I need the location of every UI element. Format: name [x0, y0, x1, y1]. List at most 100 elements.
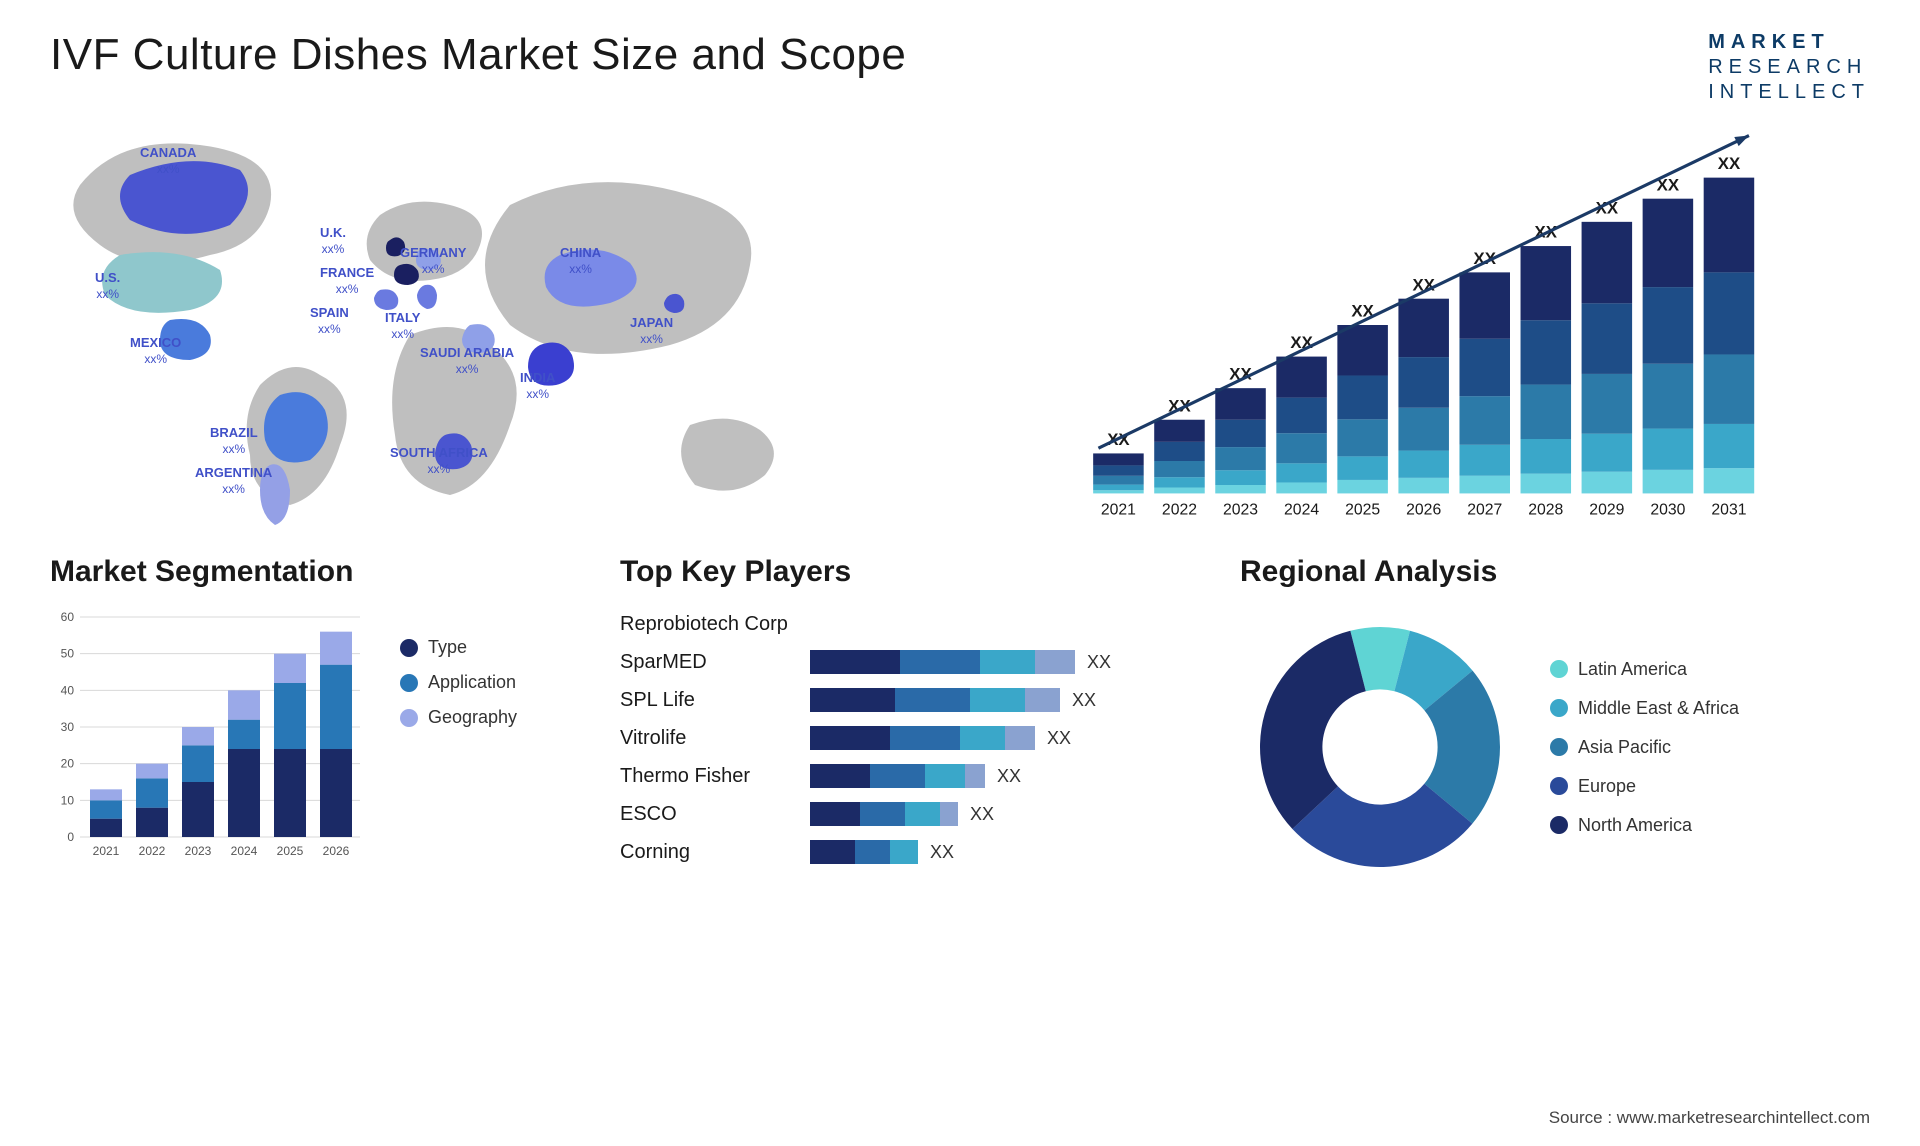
legend-item: Europe	[1550, 776, 1739, 797]
player-value: XX	[1072, 690, 1096, 711]
svg-text:2023: 2023	[185, 844, 212, 858]
player-name: SparMED	[620, 651, 810, 674]
player-name: Reprobiotech Corp	[620, 613, 810, 636]
logo-text: MARKET RESEARCH INTELLECT	[1708, 30, 1870, 105]
growth-chart-panel: XX2021XX2022XX2023XX2024XX2025XX2026XX20…	[990, 125, 1870, 525]
player-value: XX	[1047, 728, 1071, 749]
svg-text:2030: 2030	[1650, 501, 1685, 518]
svg-text:2028: 2028	[1528, 501, 1563, 518]
svg-text:10: 10	[61, 793, 75, 807]
map-label: CHINAxx%	[560, 245, 601, 276]
player-name: Thermo Fisher	[620, 765, 810, 788]
legend-item: Geography	[400, 707, 517, 728]
player-bar-seg	[900, 650, 980, 674]
legend-label: Geography	[428, 707, 517, 728]
player-bar	[810, 688, 1060, 712]
player-bar-seg	[980, 650, 1035, 674]
player-row: Vitrolife XX	[620, 721, 1190, 755]
region-panel: Regional Analysis Latin AmericaMiddle Ea…	[1240, 555, 1870, 887]
segmentation-panel: Market Segmentation 01020304050602021202…	[50, 555, 570, 887]
svg-text:2025: 2025	[1345, 501, 1380, 518]
player-bar-wrap: XX	[810, 688, 1190, 712]
legend-swatch	[1550, 816, 1568, 834]
region-donut-chart	[1240, 607, 1520, 887]
player-name: Vitrolife	[620, 727, 810, 750]
player-bar-seg	[890, 840, 918, 864]
player-bar-seg	[860, 802, 905, 826]
svg-text:2022: 2022	[139, 844, 166, 858]
svg-text:2024: 2024	[231, 844, 258, 858]
segmentation-legend: TypeApplicationGeography	[400, 607, 517, 867]
player-bar-seg	[810, 764, 870, 788]
brand-logo: MARKET RESEARCH INTELLECT	[1696, 30, 1870, 105]
legend-item: Middle East & Africa	[1550, 698, 1739, 719]
player-bar-seg	[895, 688, 970, 712]
legend-item: North America	[1550, 815, 1739, 836]
svg-text:40: 40	[61, 683, 75, 697]
player-name: SPL Life	[620, 689, 810, 712]
player-bar-seg	[925, 764, 965, 788]
map-label: GERMANYxx%	[400, 245, 466, 276]
player-bar-wrap: XX	[810, 840, 1190, 864]
legend-swatch	[1550, 699, 1568, 717]
svg-text:2023: 2023	[1223, 501, 1258, 518]
svg-text:2022: 2022	[1162, 501, 1197, 518]
player-bar-seg	[810, 840, 855, 864]
legend-label: Type	[428, 637, 467, 658]
player-name: Corning	[620, 841, 810, 864]
world-map-panel: CANADAxx%U.S.xx%MEXICOxx%BRAZILxx%ARGENT…	[50, 125, 950, 525]
player-bar-seg	[905, 802, 940, 826]
player-bar-wrap: XX	[810, 764, 1190, 788]
legend-swatch	[400, 709, 418, 727]
legend-swatch	[400, 639, 418, 657]
svg-text:2021: 2021	[1101, 501, 1136, 518]
map-label: U.S.xx%	[95, 270, 120, 301]
svg-text:2031: 2031	[1711, 501, 1746, 518]
player-bar	[810, 726, 1035, 750]
svg-text:2025: 2025	[277, 844, 304, 858]
top-row: CANADAxx%U.S.xx%MEXICOxx%BRAZILxx%ARGENT…	[50, 125, 1870, 525]
player-bar-wrap: XX	[810, 726, 1190, 750]
svg-text:2021: 2021	[93, 844, 120, 858]
player-name: ESCO	[620, 803, 810, 826]
player-row: SPL Life XX	[620, 683, 1190, 717]
header: IVF Culture Dishes Market Size and Scope…	[50, 30, 1870, 105]
legend-label: Latin America	[1578, 659, 1687, 680]
legend-label: Middle East & Africa	[1578, 698, 1739, 719]
player-row: Thermo Fisher XX	[620, 759, 1190, 793]
player-bar-seg	[1035, 650, 1075, 674]
player-bar-seg	[890, 726, 960, 750]
svg-text:0: 0	[67, 830, 74, 844]
map-label: U.K.xx%	[320, 225, 346, 256]
svg-text:20: 20	[61, 757, 75, 771]
svg-text:50: 50	[61, 647, 75, 661]
map-label: JAPANxx%	[630, 315, 673, 346]
player-bar-wrap: XX	[810, 802, 1190, 826]
map-label: ITALYxx%	[385, 310, 420, 341]
legend-swatch	[1550, 738, 1568, 756]
player-bar-seg	[960, 726, 1005, 750]
player-bar-seg	[965, 764, 985, 788]
player-bar-seg	[810, 650, 900, 674]
map-label: SPAINxx%	[310, 305, 349, 336]
world-map	[50, 125, 950, 525]
map-label: BRAZILxx%	[210, 425, 258, 456]
player-bar-seg	[870, 764, 925, 788]
svg-text:2027: 2027	[1467, 501, 1502, 518]
player-bar	[810, 802, 958, 826]
player-bar-seg	[940, 802, 958, 826]
map-label: ARGENTINAxx%	[195, 465, 272, 496]
legend-label: Europe	[1578, 776, 1636, 797]
page-title: IVF Culture Dishes Market Size and Scope	[50, 30, 906, 80]
player-value: XX	[1087, 652, 1111, 673]
player-value: XX	[970, 804, 994, 825]
player-bar-seg	[855, 840, 890, 864]
player-value: XX	[997, 766, 1021, 787]
growth-bar-chart: XX2021XX2022XX2023XX2024XX2025XX2026XX20…	[990, 125, 1870, 525]
svg-text:2026: 2026	[1406, 501, 1441, 518]
player-bar	[810, 840, 918, 864]
svg-text:2024: 2024	[1284, 501, 1319, 518]
map-label: MEXICOxx%	[130, 335, 181, 366]
svg-text:2026: 2026	[323, 844, 350, 858]
map-label: FRANCExx%	[320, 265, 374, 296]
